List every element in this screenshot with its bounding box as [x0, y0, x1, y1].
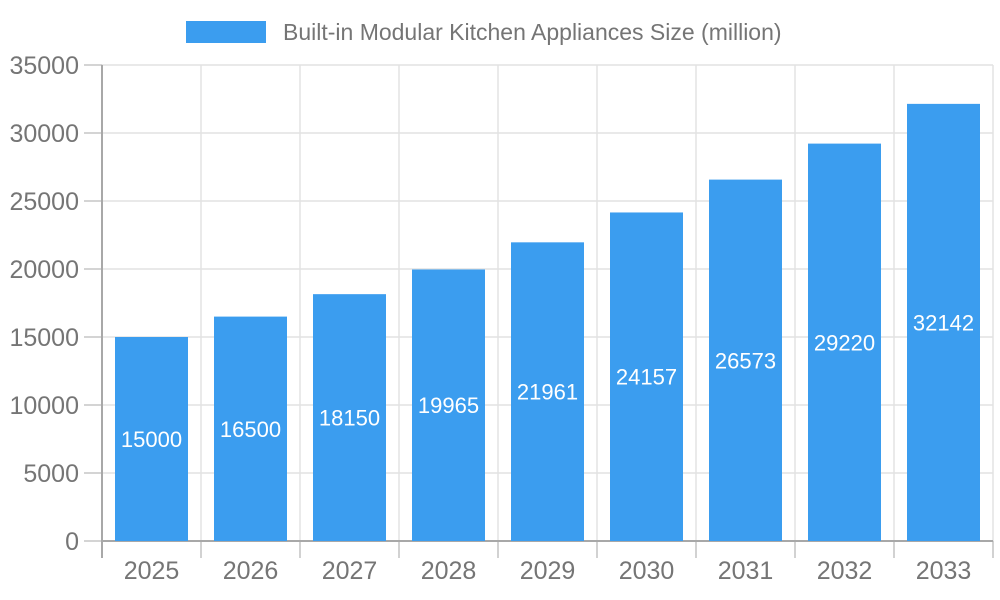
y-tick-label: 10000: [9, 392, 79, 420]
y-tick-label: 25000: [9, 188, 79, 216]
bar: [412, 269, 485, 541]
x-tick-label: 2029: [520, 557, 576, 585]
legend-swatch-icon: [186, 21, 266, 43]
y-tick-label: 15000: [9, 324, 79, 352]
y-tick-label: 30000: [9, 120, 79, 148]
x-tick-label: 2033: [916, 557, 972, 585]
x-tick-label: 2026: [223, 557, 279, 585]
bar: [115, 337, 188, 541]
x-tick-label: 2028: [421, 557, 477, 585]
y-tick-label: 5000: [23, 460, 79, 488]
bar: [313, 294, 386, 541]
bar-value-label: 24157: [616, 365, 677, 390]
x-tick-label: 2032: [817, 557, 873, 585]
x-tick-label: 2030: [619, 557, 675, 585]
bar-value-label: 15000: [121, 427, 182, 452]
bar: [907, 103, 980, 541]
bar: [610, 212, 683, 542]
x-tick-label: 2031: [718, 557, 774, 585]
x-tick-label: 2025: [124, 557, 180, 585]
bar-value-label: 18150: [319, 406, 380, 431]
bar-value-label: 26573: [715, 348, 776, 373]
bar-value-label: 32142: [913, 310, 974, 335]
legend[interactable]: Built-in Modular Kitchen Appliances Size…: [186, 18, 782, 46]
bar-value-label: 19965: [418, 393, 479, 418]
bar-value-label: 29220: [814, 330, 875, 355]
bar: [808, 143, 881, 541]
y-tick-label: 0: [65, 528, 79, 556]
bar: [709, 179, 782, 542]
y-tick-label: 20000: [9, 256, 79, 284]
y-tick-label: 35000: [9, 52, 79, 80]
bar-value-label: 16500: [220, 417, 281, 442]
legend-label: Built-in Modular Kitchen Appliances Size…: [283, 19, 782, 45]
x-tick-label: 2027: [322, 557, 378, 585]
bar: [511, 242, 584, 542]
bar: [214, 316, 287, 541]
bar-value-label: 21961: [517, 380, 578, 405]
